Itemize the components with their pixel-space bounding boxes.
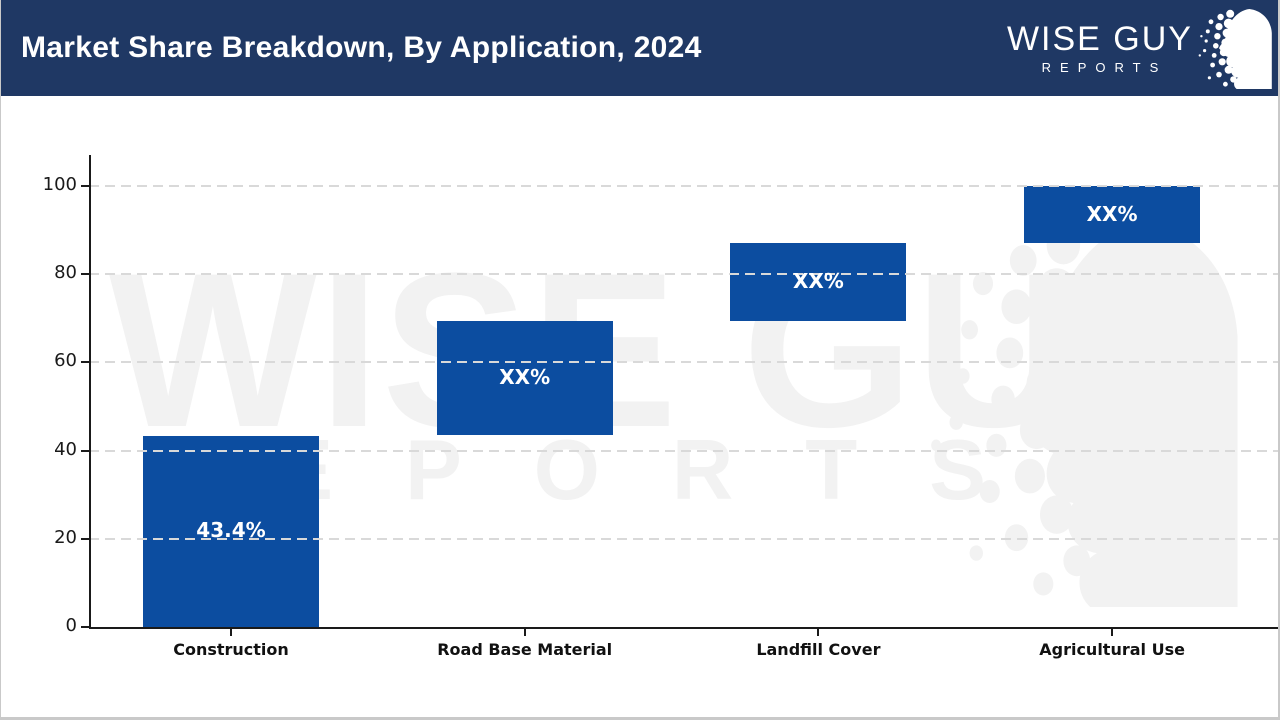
bar-agricultural-use [1024, 186, 1201, 244]
x-axis-line [89, 627, 1278, 629]
y-tick-label-20: 20 [54, 526, 77, 548]
bar-value-label-landfill-cover: XX% [792, 268, 844, 293]
y-axis-line [89, 155, 91, 629]
y-tick-label-100: 100 [42, 174, 77, 195]
bar-construction [143, 435, 319, 627]
x-axis-label-construction: Construction [173, 640, 289, 659]
brand-subname: REPORTS [1041, 59, 1168, 75]
x-tick-construction [230, 629, 232, 636]
chart-title: Market Share Breakdown, By Application, … [21, 31, 702, 64]
brand-logo: WISE GUY REPORTS [1007, 0, 1275, 96]
y-tick-label-80: 80 [54, 262, 77, 284]
y-tick-label-40: 40 [54, 438, 77, 460]
y-tick-40 [81, 449, 89, 452]
gridline-80 [89, 273, 1278, 276]
y-tick-20 [81, 537, 89, 540]
y-tick-60 [81, 361, 89, 364]
x-tick-landfill-cover [817, 629, 820, 636]
x-tick-road-base-material [523, 629, 526, 636]
x-tick-agricultural-use [1111, 629, 1114, 636]
gridline-40 [89, 449, 1278, 452]
bar-road-base-material [436, 320, 613, 436]
bar-landfill-cover [730, 243, 907, 321]
y-tick-0 [81, 626, 89, 628]
x-axis-label-road-base-material: Road Base Material [437, 640, 613, 659]
dotted-face-profile-icon [1195, 5, 1275, 93]
y-tick-label-0: 0 [65, 615, 77, 636]
bar-value-label-agricultural-use: XX% [1086, 201, 1138, 226]
y-tick-80 [81, 273, 89, 276]
bar-value-label-road-base-material: XX% [499, 365, 551, 390]
y-tick-100 [81, 185, 89, 187]
bar-value-label-construction: 43.4% [196, 518, 266, 543]
header-bar: Market Share Breakdown, By Application, … [1, 0, 1278, 96]
x-axis-label-agricultural-use: Agricultural Use [1039, 640, 1185, 659]
gridline-100 [89, 185, 1278, 187]
brand-name: WISE GUY [1006, 19, 1193, 58]
gridline-60 [89, 361, 1278, 364]
y-tick-label-60: 60 [54, 350, 77, 372]
brand-logo-text: WISE GUY REPORTS [1007, 22, 1193, 75]
gridline-20 [89, 537, 1278, 540]
x-axis-label-landfill-cover: Landfill Cover [756, 640, 881, 659]
